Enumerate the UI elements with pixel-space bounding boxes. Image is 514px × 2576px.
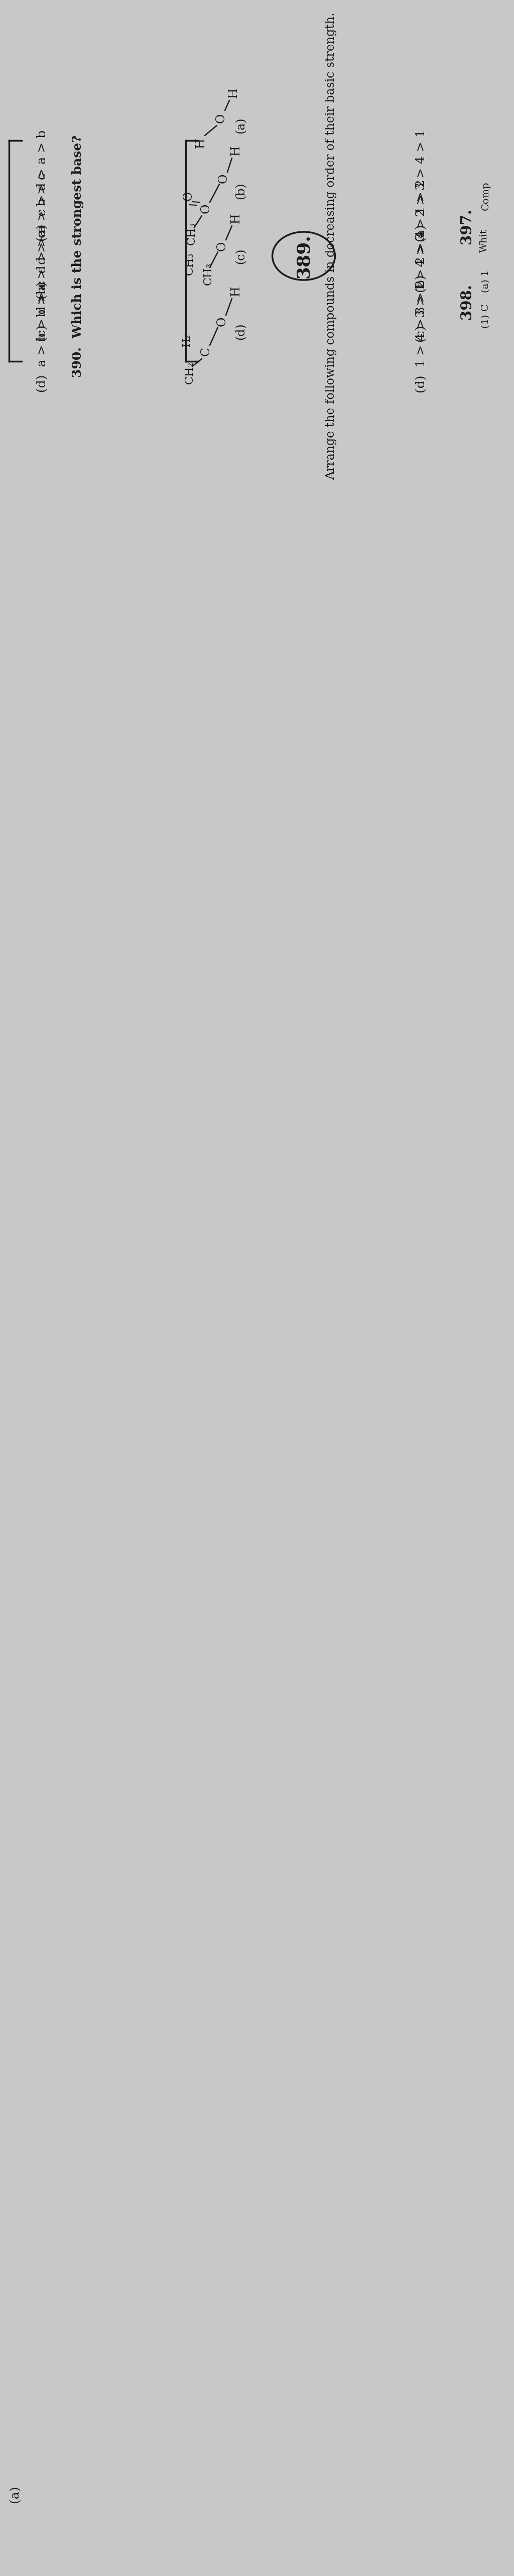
Text: O: O	[200, 204, 212, 214]
Text: H₂: H₂	[182, 332, 192, 348]
Text: 397.: 397.	[460, 209, 474, 245]
Text: O: O	[215, 113, 227, 124]
Text: O: O	[216, 317, 228, 327]
Text: CH₃: CH₃	[186, 222, 197, 245]
Text: O: O	[182, 191, 194, 201]
Text: 398.: 398.	[460, 283, 474, 319]
Text: C: C	[200, 348, 212, 355]
Text: CH₃: CH₃	[203, 263, 214, 286]
Text: (d)  1 > 4 > 3 > 2: (d) 1 > 4 > 3 > 2	[416, 281, 428, 392]
Text: (d): (d)	[235, 322, 247, 340]
Text: 390.  Which is the strongest base?: 390. Which is the strongest base?	[72, 134, 84, 376]
Text: CH₃: CH₃	[184, 252, 195, 276]
Text: (a): (a)	[235, 118, 247, 134]
Text: 389.: 389.	[295, 234, 312, 278]
Text: H: H	[230, 144, 242, 155]
Text: Comp: Comp	[482, 180, 490, 211]
Text: (a)  2 > 3 > 4 > 1: (a) 2 > 3 > 4 > 1	[416, 129, 428, 242]
Text: Whit: Whit	[480, 229, 489, 252]
Text: (b): (b)	[235, 183, 247, 198]
Text: (c)  3 > 1 > 2 > 4: (c) 3 > 1 > 2 > 4	[416, 229, 428, 343]
Text: (a): (a)	[9, 2486, 21, 2504]
Text: Arrange the following compounds in decreasing order of their basic strength.: Arrange the following compounds in decre…	[325, 13, 337, 479]
Text: H: H	[228, 88, 239, 98]
Text: (b)  4 > 3 > 1 > 2: (b) 4 > 3 > 1 > 2	[416, 180, 428, 294]
Text: O: O	[216, 242, 228, 250]
Text: (c)  b > a > d > c: (c) b > a > d > c	[37, 232, 48, 343]
Text: (d)  a > b > d > c: (d) a > b > d > c	[37, 281, 48, 392]
Text: (1) C: (1) C	[482, 304, 490, 327]
Text: H: H	[230, 286, 242, 296]
Text: (a) 1: (a) 1	[482, 270, 490, 294]
Text: CH₂: CH₂	[184, 361, 195, 384]
Text: (b)  d > > a > b > c: (b) d > > a > b > c	[37, 173, 48, 299]
Text: O: O	[217, 173, 229, 183]
Text: (c): (c)	[235, 247, 247, 263]
Text: H: H	[230, 214, 242, 224]
Text: H: H	[195, 139, 207, 149]
Text: (a)  c > d > a > b: (a) c > d > a > b	[37, 129, 48, 242]
